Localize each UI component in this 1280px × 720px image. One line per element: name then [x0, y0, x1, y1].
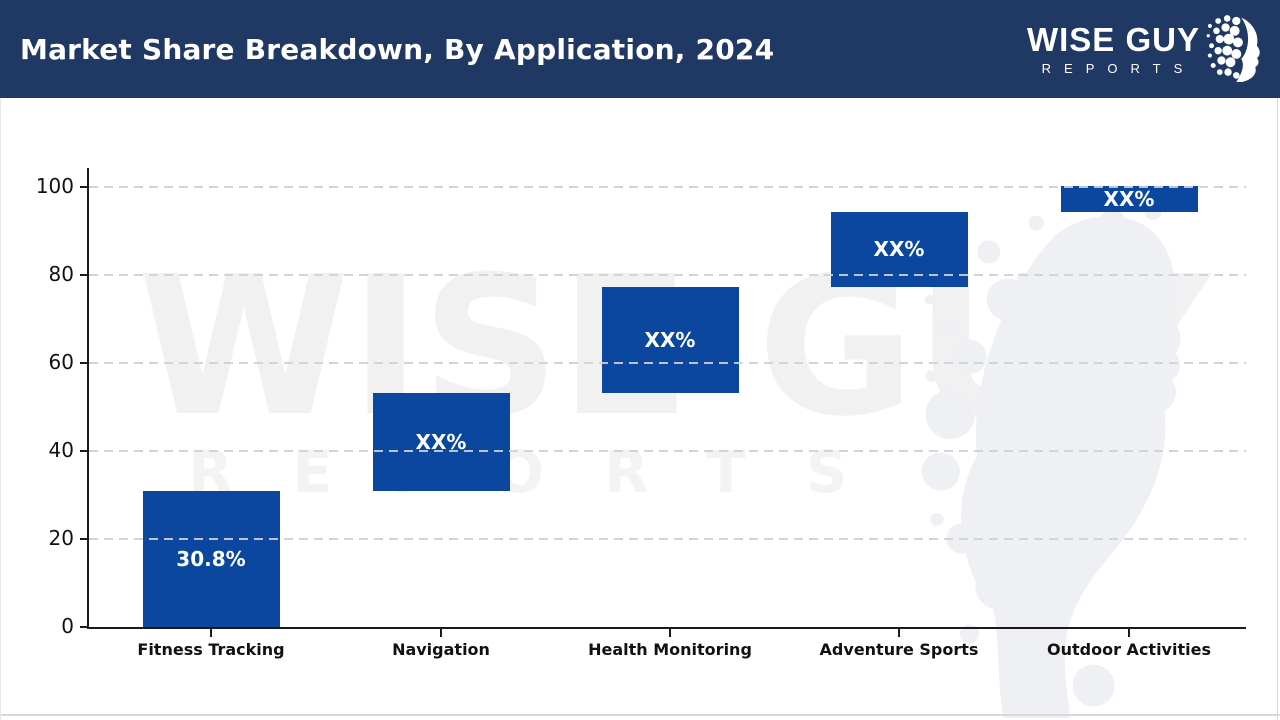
y-axis-line [87, 168, 89, 629]
y-axis-label: 20 [48, 526, 74, 550]
bottom-border-line [0, 714, 1280, 716]
logo-primary-text: WISE GUY [1026, 21, 1200, 58]
y-axis-label: 40 [48, 438, 74, 462]
x-tick [440, 629, 442, 637]
bar-value-label: XX% [644, 327, 696, 352]
bar-fitness-tracking: 30.8% [142, 491, 280, 627]
gridline-80 [89, 274, 1246, 276]
y-axis-label: 60 [48, 350, 74, 374]
page-title: Market Share Breakdown, By Application, … [20, 32, 775, 66]
bar-navigation: XX% [372, 392, 510, 492]
right-border-line [1277, 98, 1278, 720]
y-tick [80, 186, 88, 188]
left-border-line [0, 98, 1, 720]
x-tick [669, 629, 671, 637]
bar-outdoor-activities: XX% [1060, 185, 1198, 212]
gridline-20 [89, 538, 1246, 540]
logo-wordmark: WISE GUY REPORTS [1027, 23, 1200, 75]
gridline-40 [89, 450, 1246, 452]
y-tick [80, 362, 88, 364]
y-axis-label: 80 [48, 262, 74, 286]
x-tick [898, 629, 900, 637]
bar-health-monitoring: XX% [601, 286, 739, 393]
gridline-60 [89, 362, 1246, 364]
header-band: Market Share Breakdown, By Application, … [0, 0, 1280, 98]
bar-value-label: XX% [1103, 186, 1155, 211]
x-axis-label: Adventure Sports [819, 640, 979, 659]
x-axis-label: Health Monitoring [588, 640, 752, 659]
x-tick [210, 629, 212, 637]
logo-secondary-text: REPORTS [1041, 61, 1196, 76]
y-tick [80, 450, 88, 452]
x-axis-label: Outdoor Activities [1047, 640, 1211, 659]
y-tick [80, 538, 88, 540]
x-axis-line [87, 627, 1246, 629]
bar-value-label: XX% [873, 237, 925, 262]
y-axis-label: 100 [35, 174, 74, 198]
x-axis-label: Navigation [392, 640, 490, 659]
y-tick [80, 274, 88, 276]
logo-head-icon [1206, 15, 1260, 82]
y-tick [80, 626, 88, 628]
bar-value-label: 30.8% [176, 547, 246, 572]
watermark-text-secondary: REPORTS [188, 438, 908, 506]
x-tick [1128, 629, 1130, 637]
gridline-100 [89, 186, 1246, 188]
x-axis-label: Fitness Tracking [137, 640, 285, 659]
wise-guy-reports-logo: WISE GUY REPORTS [1027, 9, 1266, 89]
y-axis-label: 0 [61, 614, 74, 638]
